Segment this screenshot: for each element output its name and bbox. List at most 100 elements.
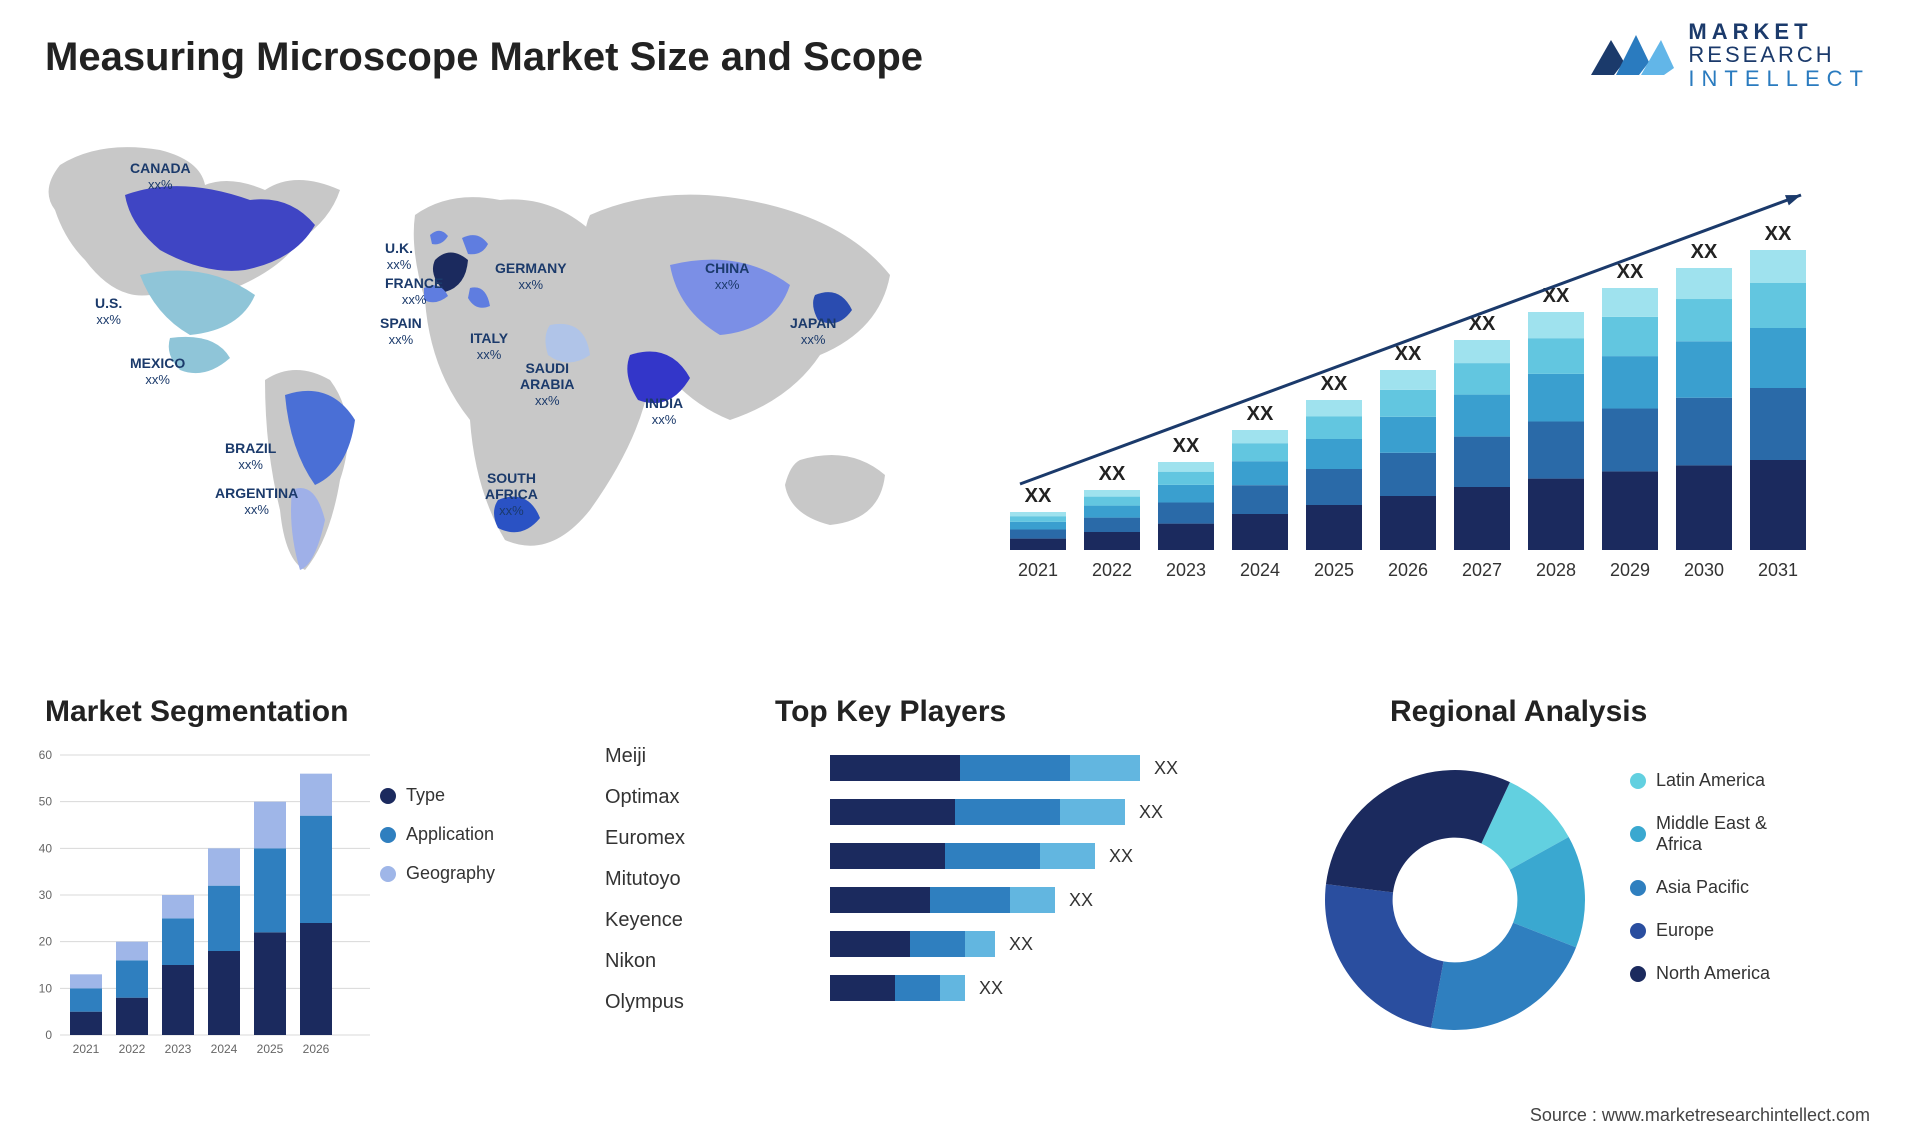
- svg-text:XX: XX: [1617, 261, 1644, 283]
- svg-text:XX: XX: [1691, 241, 1718, 263]
- map-country-label: SPAINxx%: [380, 315, 422, 348]
- svg-text:2029: 2029: [1610, 560, 1650, 580]
- regional-legend: Latin America Middle East &Africa Asia Pac…: [1630, 770, 1770, 984]
- map-country-label: U.K.xx%: [385, 240, 413, 273]
- svg-text:20: 20: [39, 935, 53, 949]
- svg-text:50: 50: [39, 795, 53, 809]
- logo-line-1: MARKET: [1688, 20, 1870, 43]
- legend-dot-icon: [380, 866, 396, 882]
- svg-text:2026: 2026: [1388, 560, 1428, 580]
- player-bar-segment: [830, 931, 910, 957]
- player-value: XX: [1009, 934, 1033, 955]
- legend-item: Asia Pacific: [1630, 877, 1770, 898]
- player-bar-segment: [895, 975, 940, 1001]
- svg-text:XX: XX: [1173, 435, 1200, 457]
- player-bar-segment: [830, 843, 945, 869]
- svg-text:2024: 2024: [211, 1042, 238, 1056]
- player-bar: [830, 799, 1125, 825]
- player-bar-row: XX: [830, 975, 1280, 1001]
- svg-text:2028: 2028: [1536, 560, 1576, 580]
- player-bar-row: XX: [830, 887, 1280, 913]
- logo-line-2: RESEARCH: [1688, 43, 1870, 66]
- map-country-label: MEXICOxx%: [130, 355, 185, 388]
- player-name: Mitutoyo: [605, 868, 685, 891]
- svg-text:2023: 2023: [1166, 560, 1206, 580]
- map-country-label: SAUDIARABIAxx%: [520, 360, 574, 409]
- legend-label: North America: [1656, 963, 1770, 984]
- player-bar-segment: [945, 843, 1040, 869]
- logo-line-3: INTELLECT: [1688, 67, 1870, 90]
- player-value: XX: [1154, 758, 1178, 779]
- legend-label: Europe: [1656, 920, 1714, 941]
- legend-item: Geography: [380, 863, 495, 884]
- logo-text: MARKET RESEARCH INTELLECT: [1688, 20, 1870, 89]
- key-players-heading: Top Key Players: [775, 695, 1006, 729]
- map-country-label: U.S.xx%: [95, 295, 122, 328]
- svg-text:XX: XX: [1321, 373, 1348, 395]
- player-bar-segment: [910, 931, 965, 957]
- player-bar: [830, 975, 965, 1001]
- player-bar-segment: [930, 887, 1010, 913]
- player-bar-segment: [830, 799, 955, 825]
- legend-item: North America: [1630, 963, 1770, 984]
- svg-text:60: 60: [39, 748, 53, 762]
- legend-dot-icon: [1630, 880, 1646, 896]
- player-name: Optimax: [605, 786, 685, 809]
- legend-label: Application: [406, 824, 494, 845]
- svg-text:2030: 2030: [1684, 560, 1724, 580]
- player-bar-segment: [965, 931, 995, 957]
- player-value: XX: [1109, 846, 1133, 867]
- svg-text:2022: 2022: [1092, 560, 1132, 580]
- player-name: Olympus: [605, 991, 685, 1014]
- world-map: CANADAxx%U.S.xx%MEXICOxx%BRAZILxx%ARGENT…: [30, 120, 930, 600]
- player-bar-segment: [960, 755, 1070, 781]
- legend-dot-icon: [1630, 773, 1646, 789]
- svg-text:XX: XX: [1099, 463, 1126, 485]
- player-bar: [830, 931, 995, 957]
- svg-text:2025: 2025: [1314, 560, 1354, 580]
- svg-text:2027: 2027: [1462, 560, 1502, 580]
- svg-text:2021: 2021: [1018, 560, 1058, 580]
- svg-text:2031: 2031: [1758, 560, 1798, 580]
- player-bar-segment: [830, 975, 895, 1001]
- legend-label: Geography: [406, 863, 495, 884]
- map-country-label: FRANCExx%: [385, 275, 443, 308]
- legend-item: Middle East &Africa: [1630, 813, 1770, 855]
- map-country-label: CHINAxx%: [705, 260, 749, 293]
- player-bar-row: XX: [830, 799, 1280, 825]
- player-bar-segment: [955, 799, 1060, 825]
- legend-dot-icon: [1630, 826, 1646, 842]
- market-growth-chart: XX 2021 XX 2022 XX 2023 XX 2024 XX 2025 XX 2026 XX 20…: [990, 150, 1870, 600]
- map-country-label: SOUTHAFRICAxx%: [485, 470, 538, 519]
- legend-dot-icon: [1630, 923, 1646, 939]
- legend-label: Latin America: [1656, 770, 1765, 791]
- svg-text:2021: 2021: [73, 1042, 100, 1056]
- legend-item: Application: [380, 824, 495, 845]
- player-bar-segment: [830, 887, 930, 913]
- svg-text:2022: 2022: [119, 1042, 146, 1056]
- player-bar-segment: [1070, 755, 1140, 781]
- player-bar: [830, 843, 1095, 869]
- map-country-label: JAPANxx%: [790, 315, 836, 348]
- logo-mark-icon: [1586, 20, 1676, 90]
- legend-dot-icon: [380, 827, 396, 843]
- player-bar-row: XX: [830, 931, 1280, 957]
- player-bar-row: XX: [830, 843, 1280, 869]
- player-bar: [830, 755, 1140, 781]
- svg-text:2024: 2024: [1240, 560, 1280, 580]
- svg-text:XX: XX: [1395, 343, 1422, 365]
- svg-text:2026: 2026: [303, 1042, 330, 1056]
- player-bar-segment: [1040, 843, 1095, 869]
- svg-text:40: 40: [39, 841, 53, 855]
- player-name: Nikon: [605, 950, 685, 973]
- segmentation-heading: Market Segmentation: [45, 695, 348, 729]
- map-country-label: INDIAxx%: [645, 395, 683, 428]
- source-attribution: Source : www.marketresearchintellect.com: [1530, 1105, 1870, 1126]
- legend-label: Asia Pacific: [1656, 877, 1749, 898]
- legend-label: Middle East &Africa: [1656, 813, 1767, 855]
- player-value: XX: [1069, 890, 1093, 911]
- svg-text:XX: XX: [1025, 485, 1052, 507]
- player-name: Meiji: [605, 745, 685, 768]
- player-name: Keyence: [605, 909, 685, 932]
- player-value: XX: [1139, 802, 1163, 823]
